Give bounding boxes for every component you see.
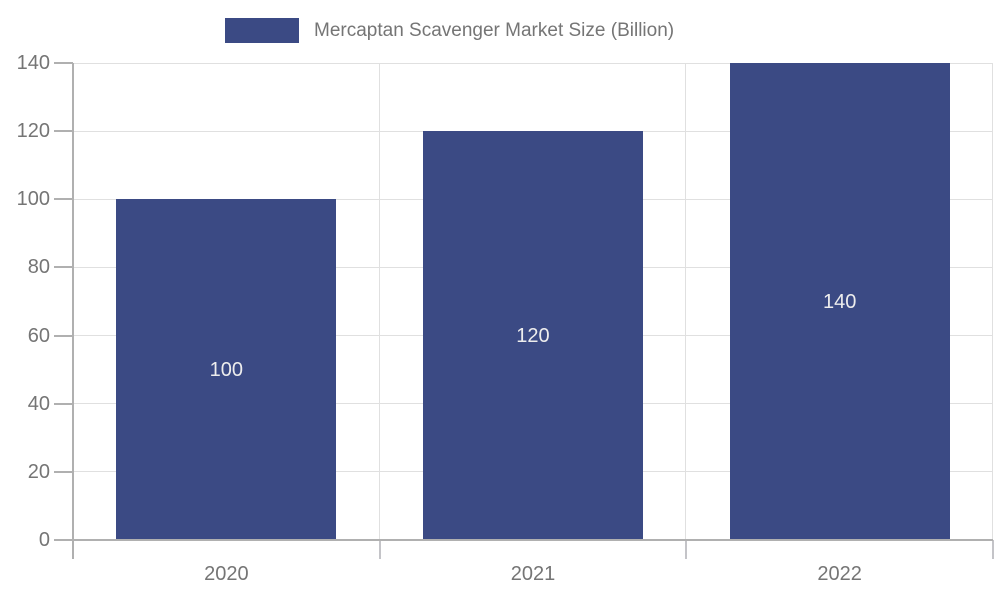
legend-label: Mercaptan Scavenger Market Size (Billion… [314, 19, 675, 41]
x-axis-boundary-tick [378, 540, 381, 559]
y-axis-tick-label: 100 [16, 188, 50, 211]
y-axis-tick [54, 62, 73, 64]
bar-2020 [116, 199, 337, 540]
legend-swatch [225, 18, 299, 43]
y-axis-tick [54, 266, 73, 269]
x-axis-label-2021: 2021 [510, 563, 556, 585]
y-axis-tick-label: 60 [27, 324, 50, 347]
x-axis-label-2020: 2020 [204, 563, 249, 585]
y-axis-tick-label: 20 [27, 460, 50, 483]
y-axis-line [72, 63, 74, 559]
bar-2022 [729, 63, 950, 540]
y-axis-tick-label: 80 [27, 256, 50, 279]
gridline-horizontal [73, 62, 993, 64]
legend-item[interactable]: Mercaptan Scavenger Market Size (Billion… [225, 18, 674, 43]
x-axis-line [54, 539, 993, 541]
y-axis-tick-label: 0 [38, 529, 50, 551]
bar-value-label: 140 [822, 290, 857, 313]
x-axis-boundary-tick [685, 540, 688, 559]
y-axis-tick [54, 334, 73, 337]
gridline-vertical [378, 63, 380, 540]
gridline-vertical [992, 63, 993, 540]
bar-2021 [423, 131, 643, 540]
x-axis-boundary-tick [992, 540, 994, 559]
y-axis-tick [54, 130, 73, 133]
y-axis-tick-label: 120 [16, 120, 50, 143]
bar-value-label: 120 [516, 324, 550, 347]
y-axis-tick [54, 470, 73, 473]
x-axis-label-2022: 2022 [817, 563, 862, 585]
gridline-vertical [685, 63, 687, 540]
y-axis-tick [54, 198, 73, 201]
y-axis-tick [54, 402, 73, 405]
y-axis-tick-label: 40 [27, 392, 50, 415]
y-axis-tick-label: 140 [16, 52, 50, 74]
bar-value-label: 100 [209, 358, 244, 381]
